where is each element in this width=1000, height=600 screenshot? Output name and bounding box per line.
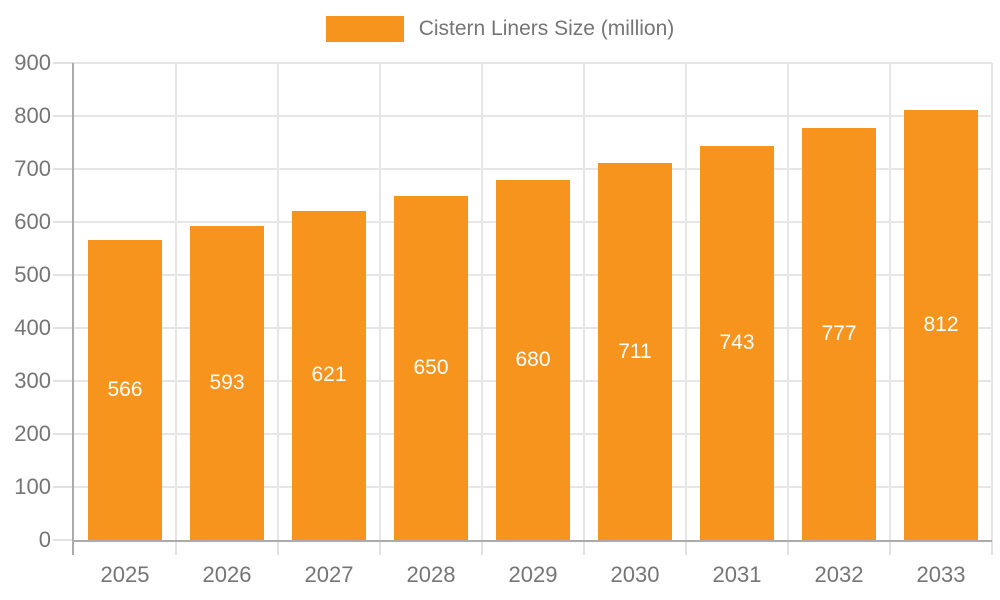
bar-value-label: 593	[209, 370, 245, 394]
x-tick-label: 2032	[814, 562, 864, 587]
y-tick	[53, 168, 74, 170]
bar: 680	[496, 179, 570, 540]
y-tick-label: 700	[14, 156, 51, 181]
x-tick	[991, 540, 993, 555]
x-gridline	[991, 63, 993, 540]
y-tick	[53, 433, 74, 435]
bar-value-label: 777	[821, 322, 857, 346]
y-tick	[53, 221, 74, 223]
x-gridline	[583, 63, 585, 540]
bar-value-label: 711	[618, 339, 652, 363]
x-tick-label: 2026	[202, 562, 252, 587]
legend-swatch	[325, 16, 404, 42]
x-tick	[889, 540, 891, 555]
x-tick	[277, 540, 279, 555]
y-tick-label: 400	[14, 315, 51, 340]
y-gridline	[74, 168, 992, 170]
bar: 743	[700, 146, 774, 540]
y-tick	[53, 539, 74, 541]
y-gridline	[74, 115, 992, 117]
x-tick	[685, 540, 687, 555]
x-gridline	[481, 63, 483, 540]
y-tick	[53, 327, 74, 329]
x-tick	[787, 540, 789, 555]
x-tick-label: 2033	[916, 562, 966, 587]
y-tick	[53, 115, 74, 117]
x-gridline	[889, 63, 891, 540]
x-tick	[481, 540, 483, 555]
legend-label: Cistern Liners Size (million)	[418, 17, 675, 40]
x-tick-label: 2031	[712, 562, 762, 587]
x-gridline	[277, 63, 279, 540]
y-tick-label: 300	[14, 368, 51, 393]
bar-value-label: 650	[413, 355, 449, 379]
x-tick-label: 2025	[100, 562, 150, 587]
bar: 621	[292, 210, 366, 540]
bar: 777	[802, 128, 876, 540]
x-gridline	[685, 63, 687, 540]
bar-value-label: 566	[107, 378, 143, 402]
y-tick-label: 500	[14, 262, 51, 287]
x-gridline	[787, 63, 789, 540]
y-tick-label: 800	[14, 103, 51, 128]
y-tick-label: 900	[14, 50, 51, 75]
x-tick-label: 2029	[508, 562, 558, 587]
x-axis-line	[72, 540, 992, 542]
x-tick	[175, 540, 177, 555]
y-gridline	[74, 62, 992, 64]
y-tick-label: 0	[38, 527, 51, 552]
y-tick-label: 200	[14, 421, 51, 446]
bar-value-label: 680	[515, 347, 551, 371]
x-tick-label: 2028	[406, 562, 456, 587]
x-tick	[583, 540, 585, 555]
x-tick	[379, 540, 381, 555]
y-tick	[53, 486, 74, 488]
y-axis-line	[72, 63, 74, 555]
bar: 566	[88, 240, 162, 540]
bar: 593	[190, 225, 264, 540]
bar: 812	[904, 109, 978, 540]
legend: Cistern Liners Size (million)	[0, 16, 1000, 42]
bar-value-label: 743	[719, 331, 755, 355]
x-gridline	[379, 63, 381, 540]
bar-value-label: 621	[311, 363, 347, 387]
x-tick-label: 2030	[610, 562, 660, 587]
y-tick	[53, 274, 74, 276]
x-gridline	[175, 63, 177, 540]
bar: 650	[394, 195, 468, 540]
x-tick-label: 2027	[304, 562, 354, 587]
bar: 711	[598, 163, 672, 540]
y-tick-label: 600	[14, 209, 51, 234]
y-tick	[53, 62, 74, 64]
plot-area: 0 100 200 300 400 500 600 700 800 900 566 2025 593 20…	[14, 50, 993, 587]
y-tick	[53, 380, 74, 382]
y-tick-label: 100	[14, 474, 51, 499]
bar-value-label: 812	[923, 312, 959, 336]
